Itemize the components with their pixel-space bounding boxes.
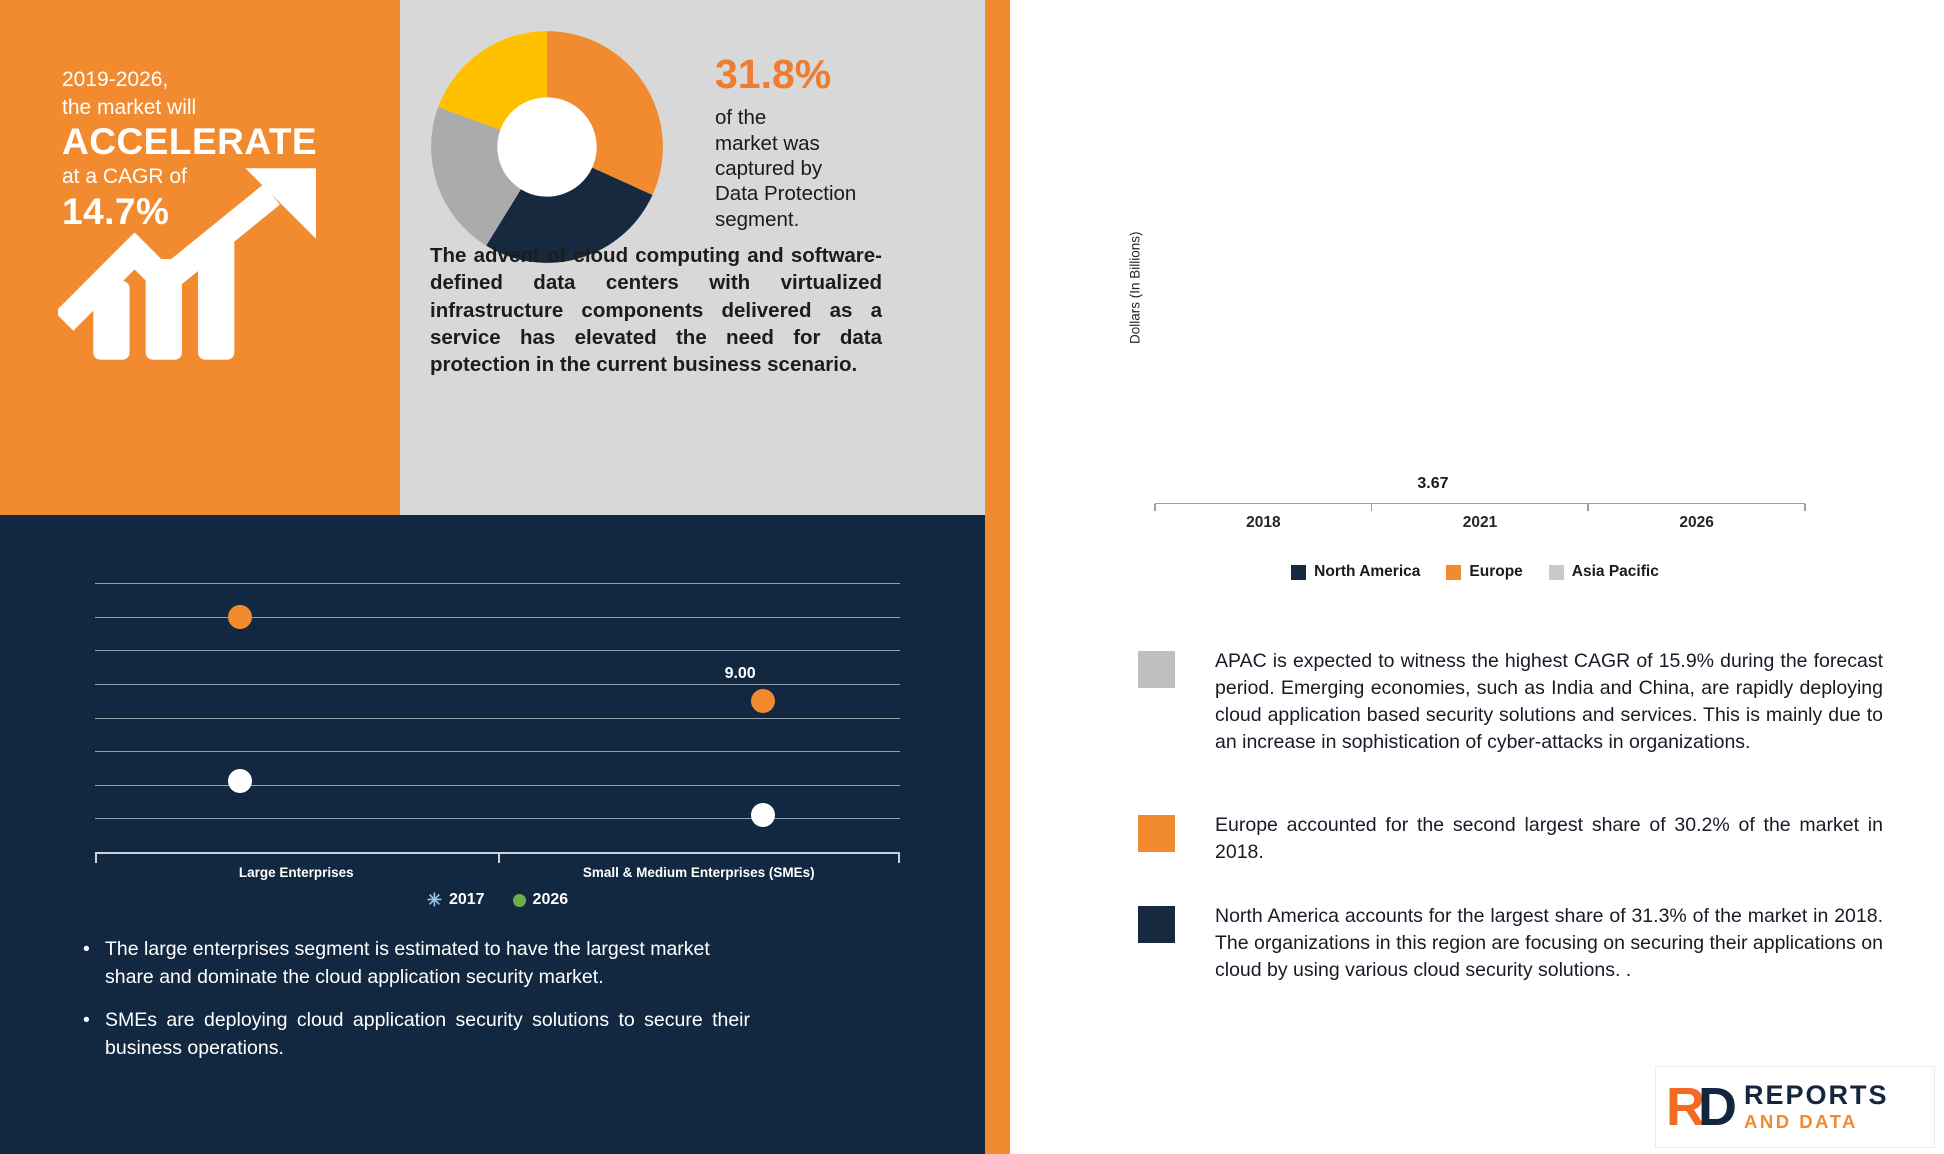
legend-item-2017: ✳ 2017 [427,891,485,909]
apac-color-swatch [1138,651,1175,688]
logo-anddata-text: AND DATA [1744,1110,1858,1132]
north-america-color-swatch [1138,906,1175,944]
bar-category-label: 2026 [1679,514,1714,531]
orange-divider [985,0,1010,1154]
regional-bar-chart: Dollars (In Billions) 3.67 2018 2021 2026 [1115,72,1806,532]
bars-row: 3.67 [1155,72,1805,503]
legend-label: Asia Pacific [1571,563,1659,580]
data-point-2026 [227,604,252,629]
insight-north-america: North America accounts for the largest s… [1138,903,1883,984]
promo-accelerate: ACCELERATE [62,121,318,163]
insight-apac-text: APAC is expected to witness the highest … [1215,650,1883,753]
bar-chart-y-axis-label: Dollars (In Billions) [1127,231,1143,344]
logo-text: REPORTS AND DATA [1744,1081,1889,1132]
bullet-item: SMEs are deploying cloud application sec… [78,1006,750,1063]
donut-hole [495,95,599,199]
axis-tick [898,854,900,863]
axis-tick [497,854,500,863]
category-label-smes: Small & Medium Enterprises (SMEs) [582,865,815,880]
donut-segment-3 [438,31,547,130]
legend-swatch-icon [1446,564,1462,580]
bar-plot-area: 3.67 2018 2021 2026 [1154,72,1806,532]
promo-line2: the market will [62,95,197,119]
insights-list: APAC is expected to witness the highest … [1138,648,1883,984]
grid-line [95,784,900,786]
promo-period: 2019-2026, [62,68,169,91]
promo-panel: 2019-2026, the market will ACCELERATE at… [0,0,400,515]
logo-r: R [1666,1077,1705,1137]
bar-value-label: 3.67 [1417,475,1449,492]
growth-arrow-icon [58,168,316,360]
grid-line [95,717,900,719]
axis-tick [1804,504,1806,511]
grid-line [95,650,900,652]
insight-north-america-text: North America accounts for the largest s… [1215,905,1883,982]
grid-line [95,683,900,685]
legend-label-2026: 2026 [532,891,569,908]
donut-segment-2 [431,107,521,246]
rd-logo-icon: RD [1666,1077,1737,1137]
grid-line [95,616,900,618]
legend-label: North America [1314,563,1421,580]
legend-swatch-icon [1548,564,1564,580]
insight-europe-text: Europe accounted for the second largest … [1215,813,1883,863]
regional-panel: Dollars (In Billions) 3.67 2018 2021 2026 … [1010,0,1944,1154]
dot-plot-x-axis: Large Enterprises Small & Medium Enterpr… [95,852,900,880]
promo-cagr: 14.7% [62,190,170,232]
category-label-large-enterprises: Large Enterprises [238,865,354,880]
donut-paragraph: The advent of cloud computing and softwa… [430,244,882,376]
legend-item-europe: Europe [1446,563,1523,581]
legend-item-asia-pacific: Asia Pacific [1548,563,1659,581]
insight-europe: Europe accounted for the second largest … [1138,812,1883,866]
logo-d: D [1698,1077,1737,1137]
donut-stat: 31.8% of the market was captured by Data… [715,51,973,232]
key-points-list: The large enterprises segment is estimat… [78,935,750,1076]
stat-caption: of the market was captured by Data Prote… [715,106,857,231]
bar-category-label: 2018 [1246,514,1281,531]
grid-line [95,583,900,584]
legend-label-2017: 2017 [448,891,485,908]
stat-number: 31.8% [715,51,832,97]
promo-line3: at a CAGR of [62,164,187,188]
legend-item-2026: 2026 [512,891,569,909]
axis-tick [1370,504,1373,511]
donut-segment-1 [486,167,653,263]
grid-line [95,818,900,820]
donut-chart [431,31,663,263]
segment-dot-plot: 9.00 [95,583,900,852]
axis-tick [1587,504,1589,511]
insight-apac: APAC is expected to witness the highest … [1138,648,1883,756]
asterisk-marker-icon: ✳ [426,890,442,910]
circle-marker-icon [512,893,526,907]
axis-tick [95,854,97,863]
europe-color-swatch [1138,814,1175,852]
data-point-2017 [227,769,252,794]
data-point-2017 [751,803,776,828]
bullet-item: The large enterprises segment is estimat… [78,935,750,992]
logo-reports-text: REPORTS [1744,1080,1889,1111]
grid-line [95,751,900,753]
legend-item-north-america: North America [1291,563,1420,581]
donut-segment-0 [547,31,663,196]
data-point-value-label: 9.00 [724,664,756,682]
reports-and-data-logo: RD REPORTS AND DATA [1655,1066,1935,1148]
dot-plot-legend: ✳ 2017 2026 [95,891,900,909]
data-point-2026 [751,688,776,713]
segment-panel: 9.00 Large Enterprises Small & Medium En… [0,515,985,1154]
axis-tick [1154,504,1156,511]
bar-x-axis: 2018 2021 2026 [1154,503,1806,532]
bar-chart-legend: North America Europe Asia Pacific [1155,563,1795,581]
legend-swatch-icon [1291,564,1307,580]
bar-category-label: 2021 [1462,514,1498,531]
legend-label: Europe [1469,563,1523,580]
donut-panel: 31.8% of the market was captured by Data… [400,0,985,515]
